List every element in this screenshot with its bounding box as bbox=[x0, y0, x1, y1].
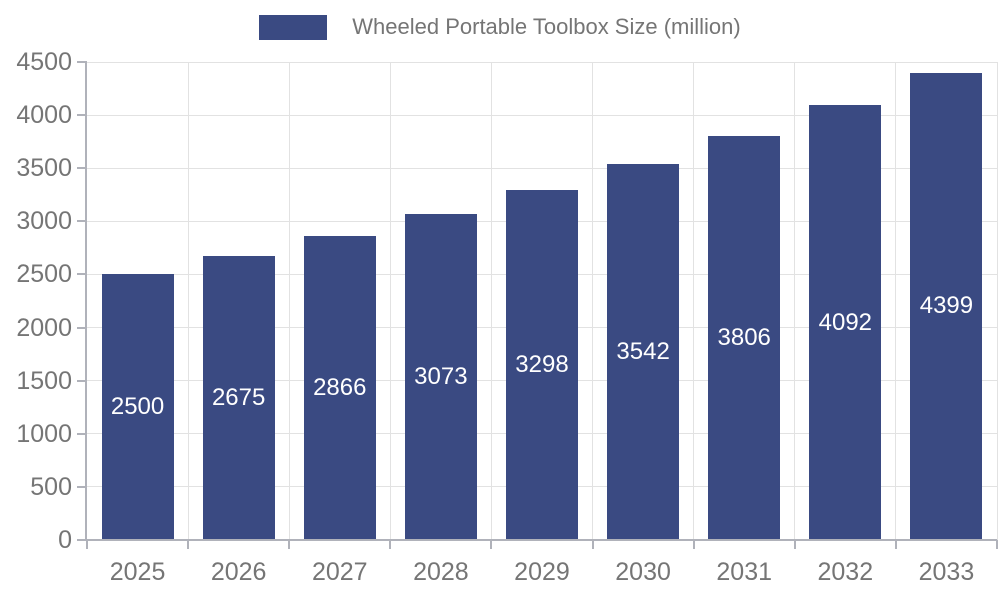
x-tick-label: 2032 bbox=[817, 558, 874, 586]
x-tick-mark bbox=[389, 540, 392, 549]
bar-value-label: 3806 bbox=[717, 323, 771, 351]
x-gridline bbox=[389, 62, 391, 540]
y-tick-mark bbox=[77, 326, 87, 329]
y-axis-line bbox=[85, 62, 87, 541]
x-tick-mark bbox=[591, 540, 594, 549]
x-tick-label: 2026 bbox=[210, 558, 267, 586]
x-gridline bbox=[490, 62, 492, 540]
bar bbox=[809, 105, 882, 540]
y-tick-mark bbox=[77, 273, 87, 276]
y-gridline bbox=[87, 61, 997, 63]
x-gridline bbox=[187, 62, 189, 540]
y-tick-label: 1500 bbox=[16, 366, 72, 395]
legend-label: Wheeled Portable Toolbox Size (million) bbox=[352, 14, 741, 39]
bar-value-label: 3298 bbox=[515, 350, 569, 378]
bar-value-label: 3542 bbox=[616, 337, 670, 365]
x-gridline bbox=[794, 62, 796, 540]
x-tick-label: 2030 bbox=[615, 558, 671, 586]
bar-value-label: 2675 bbox=[211, 383, 266, 411]
x-tick-label: 2029 bbox=[514, 558, 570, 586]
y-tick-mark bbox=[77, 167, 87, 170]
legend-swatch-icon bbox=[259, 14, 328, 40]
x-gridline bbox=[592, 62, 594, 540]
bar-value-label: 3073 bbox=[414, 362, 468, 390]
x-tick-mark bbox=[288, 540, 291, 549]
bar-value-label: 2866 bbox=[313, 373, 367, 401]
bar bbox=[101, 274, 174, 540]
x-tick-mark bbox=[793, 540, 796, 549]
bar bbox=[607, 163, 680, 540]
x-tick-label: 2031 bbox=[716, 558, 773, 586]
bar-value-label: 4399 bbox=[919, 292, 974, 320]
y-tick-label: 2000 bbox=[16, 313, 72, 342]
bar bbox=[708, 135, 781, 540]
bar-value-label: 2500 bbox=[110, 393, 165, 421]
plot-area: 2500 2675 2866 3073 3298 3542 3806 4092 4399 bbox=[87, 61, 998, 540]
x-tick-label: 2028 bbox=[413, 558, 469, 586]
bar-value-label: 4092 bbox=[818, 308, 873, 336]
x-tick-mark bbox=[187, 540, 190, 549]
x-gridline bbox=[895, 62, 897, 540]
y-gridline bbox=[87, 167, 997, 169]
y-tick-label: 500 bbox=[30, 472, 72, 501]
x-tick-mark bbox=[490, 540, 493, 549]
bar bbox=[506, 189, 578, 540]
x-gridline bbox=[288, 62, 290, 540]
bar bbox=[303, 235, 376, 540]
y-tick-mark bbox=[77, 220, 87, 223]
x-tick-label: 2033 bbox=[918, 558, 975, 586]
x-tick-mark bbox=[86, 540, 88, 549]
x-gridline bbox=[693, 62, 695, 540]
y-tick-mark bbox=[77, 379, 87, 382]
y-tick-label: 2500 bbox=[16, 260, 72, 289]
legend-item[interactable]: Wheeled Portable Toolbox Size (million) bbox=[0, 14, 1000, 40]
y-tick-mark bbox=[77, 432, 87, 435]
bar bbox=[910, 72, 983, 540]
y-tick-mark bbox=[77, 61, 87, 63]
bar bbox=[202, 255, 275, 540]
y-tick-label: 0 bbox=[58, 526, 72, 554]
x-tick-mark bbox=[692, 540, 695, 549]
y-tick-mark bbox=[77, 539, 87, 541]
y-tick-label: 3000 bbox=[16, 207, 72, 236]
x-gridline bbox=[996, 62, 998, 540]
y-tick-label: 4500 bbox=[16, 48, 72, 76]
y-gridline bbox=[87, 114, 997, 116]
y-tick-mark bbox=[77, 114, 87, 117]
x-tick-mark bbox=[894, 540, 897, 549]
y-tick-mark bbox=[77, 485, 87, 488]
x-axis-line bbox=[85, 539, 997, 541]
y-tick-label: 1000 bbox=[16, 419, 72, 448]
x-tick-label: 2025 bbox=[109, 558, 166, 586]
bar bbox=[404, 213, 477, 540]
y-tick-label: 4000 bbox=[16, 101, 72, 130]
x-tick-label: 2027 bbox=[311, 558, 368, 586]
x-tick-mark bbox=[996, 540, 998, 549]
y-tick-label: 3500 bbox=[16, 154, 72, 183]
